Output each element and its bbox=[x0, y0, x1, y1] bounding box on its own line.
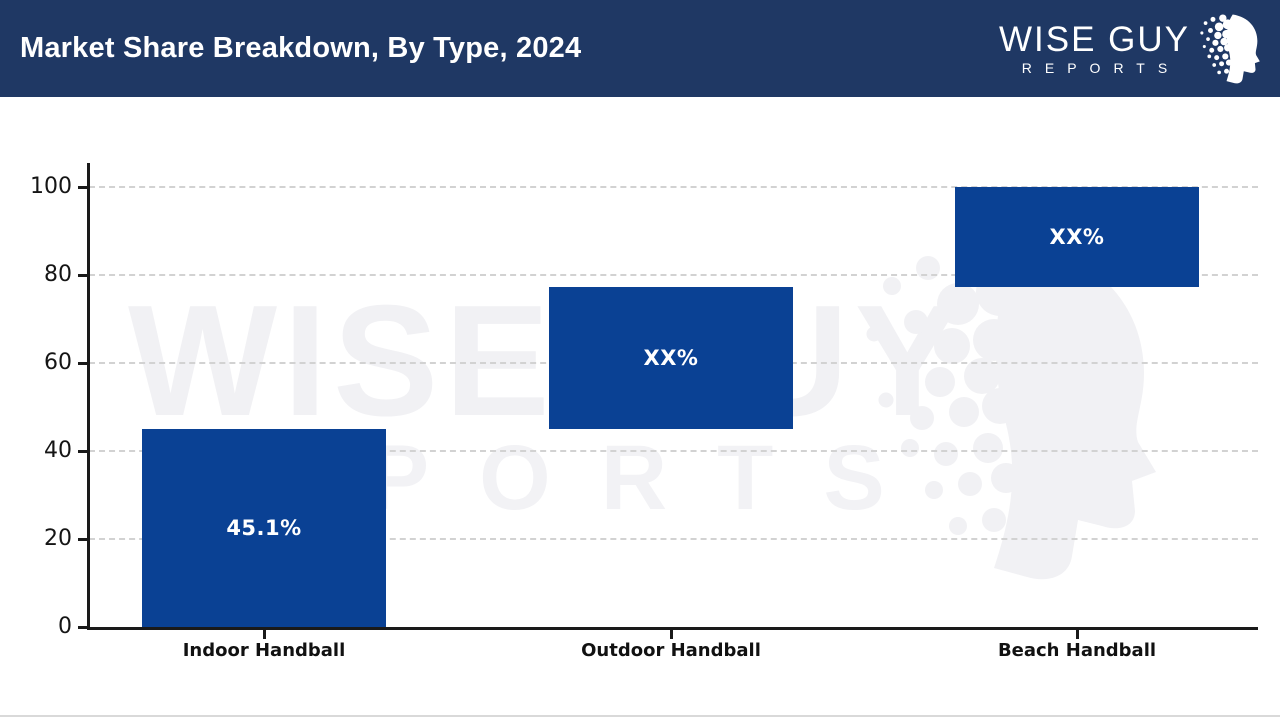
y-tick-label: 0 bbox=[58, 614, 72, 639]
y-axis-line bbox=[87, 163, 90, 630]
y-tick-label: 60 bbox=[44, 350, 72, 375]
bar: 45.1% bbox=[142, 428, 386, 627]
bar: XX% bbox=[549, 286, 793, 429]
brand-wordmark: WISE GUY REPORTS bbox=[999, 22, 1190, 75]
x-tick-mark bbox=[263, 630, 266, 639]
x-category-label: Beach Handball bbox=[997, 640, 1157, 661]
y-tick-mark bbox=[78, 450, 89, 453]
bar-value-label: XX% bbox=[643, 345, 699, 370]
y-tick-label: 100 bbox=[30, 174, 72, 199]
y-tick-label: 20 bbox=[44, 526, 72, 551]
y-gridline bbox=[89, 450, 1258, 452]
brand-name: WISE GUY bbox=[998, 20, 1190, 59]
brand-logo: WISE GUY REPORTS bbox=[999, 7, 1266, 91]
brand-subtitle: REPORTS bbox=[1021, 60, 1181, 76]
x-category-label: Indoor Handball bbox=[182, 640, 346, 661]
page-title: Market Share Breakdown, By Type, 2024 bbox=[20, 32, 582, 64]
x-axis-line bbox=[87, 627, 1258, 630]
y-tick-label: 80 bbox=[44, 262, 72, 287]
bar-value-label: 45.1% bbox=[226, 515, 302, 540]
bar-value-label: XX% bbox=[1049, 224, 1105, 249]
y-gridline bbox=[89, 274, 1258, 276]
watermark-text-large: WISE GUY bbox=[128, 273, 967, 449]
y-gridline bbox=[89, 186, 1258, 188]
y-tick-mark bbox=[78, 274, 89, 277]
y-tick-label: 40 bbox=[44, 438, 72, 463]
y-gridline bbox=[89, 538, 1258, 540]
y-tick-mark bbox=[78, 362, 89, 365]
y-tick-mark bbox=[78, 186, 89, 189]
bar: XX% bbox=[955, 187, 1199, 287]
bottom-divider bbox=[0, 715, 1280, 717]
y-tick-mark bbox=[78, 626, 89, 629]
y-tick-mark bbox=[78, 538, 89, 541]
header-bar: Market Share Breakdown, By Type, 2024 WI… bbox=[0, 0, 1280, 97]
x-tick-mark bbox=[670, 630, 673, 639]
brand-head-dots-icon bbox=[1200, 13, 1260, 83]
x-category-label: Outdoor Handball bbox=[581, 640, 761, 661]
x-tick-mark bbox=[1076, 630, 1079, 639]
